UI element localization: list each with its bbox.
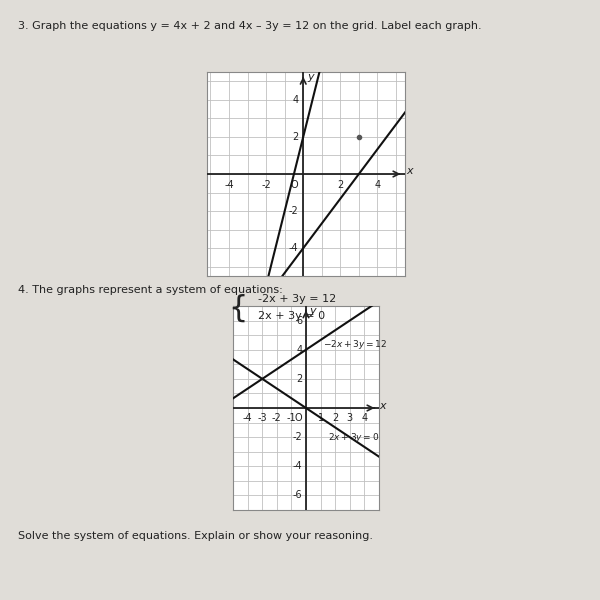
Text: {: { xyxy=(228,294,247,323)
Text: O: O xyxy=(291,181,299,190)
Text: 1: 1 xyxy=(317,413,323,423)
Text: -6: -6 xyxy=(293,490,302,500)
Text: 3. Graph the equations y = 4x + 2 and 4x – 3y = 12 on the grid. Label each graph: 3. Graph the equations y = 4x + 2 and 4x… xyxy=(18,21,482,31)
Text: y: y xyxy=(307,72,314,82)
Text: 4: 4 xyxy=(292,95,299,105)
Text: -2: -2 xyxy=(261,181,271,190)
Text: -2x + 3y = 12: -2x + 3y = 12 xyxy=(258,294,336,304)
Text: 4: 4 xyxy=(374,181,380,190)
Text: x: x xyxy=(406,166,413,176)
Text: -4: -4 xyxy=(243,413,253,423)
Text: -4: -4 xyxy=(293,461,302,471)
Text: O: O xyxy=(295,413,302,423)
Text: -2: -2 xyxy=(289,206,299,216)
Text: 4: 4 xyxy=(296,345,302,355)
Text: 2: 2 xyxy=(296,374,302,384)
Text: x: x xyxy=(380,401,386,411)
Text: $2x+3y=0$: $2x+3y=0$ xyxy=(328,431,379,444)
Text: 6: 6 xyxy=(296,316,302,326)
Text: -4: -4 xyxy=(289,243,299,253)
Text: -4: -4 xyxy=(224,181,234,190)
Text: -3: -3 xyxy=(257,413,267,423)
Text: 2x + 3y = 0: 2x + 3y = 0 xyxy=(258,311,325,321)
Text: 4. The graphs represent a system of equations:: 4. The graphs represent a system of equa… xyxy=(18,285,283,295)
Text: -2: -2 xyxy=(293,432,302,442)
Text: 3: 3 xyxy=(347,413,353,423)
Text: 4: 4 xyxy=(361,413,367,423)
Text: 2: 2 xyxy=(292,132,299,142)
Text: -1: -1 xyxy=(287,413,296,423)
Text: 2: 2 xyxy=(337,181,343,190)
Text: Solve the system of equations. Explain or show your reasoning.: Solve the system of equations. Explain o… xyxy=(18,531,373,541)
Text: $-2x+3y=12$: $-2x+3y=12$ xyxy=(323,338,388,351)
Text: y: y xyxy=(309,306,316,316)
Text: 2: 2 xyxy=(332,413,338,423)
Text: -2: -2 xyxy=(272,413,282,423)
